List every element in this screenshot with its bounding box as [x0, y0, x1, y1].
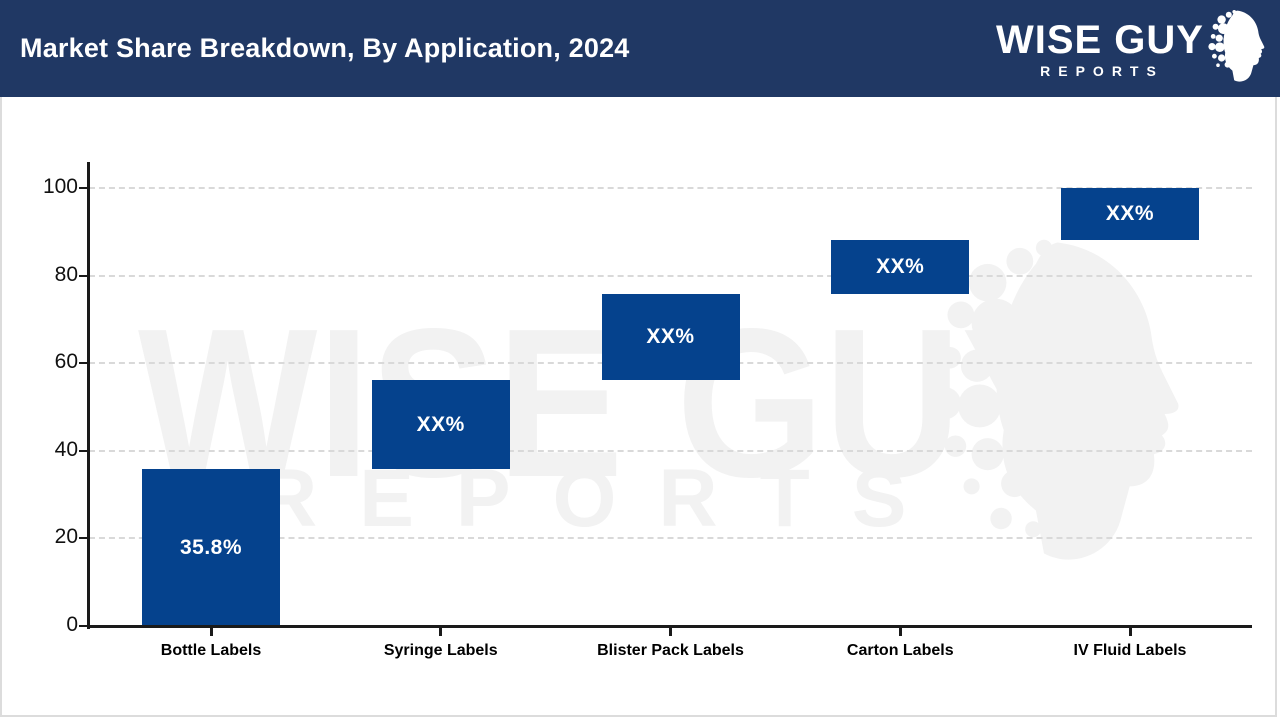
x-axis-line: [87, 625, 1252, 628]
y-tick-mark: [79, 274, 87, 277]
logo-subtext: REPORTS: [1040, 62, 1164, 79]
y-tick-mark: [79, 537, 87, 540]
x-category-label: Blister Pack Labels: [597, 642, 744, 659]
x-tick-mark: [439, 628, 443, 636]
logo-wordmark: WISE GUY: [995, 17, 1204, 62]
bar-bottle-labels: 35.8%: [142, 469, 280, 626]
bar-value-label: 35.8%: [179, 535, 243, 559]
header-bar: Market Share Breakdown, By Application, …: [0, 0, 1280, 97]
bar-carton-labels: XX%: [831, 239, 970, 294]
bar-blister-pack-labels: XX%: [601, 293, 740, 380]
y-tick-label: 80: [54, 262, 78, 286]
y-tick-label: 60: [54, 350, 78, 374]
bar-value-label: XX%: [1105, 201, 1155, 225]
x-tick-mark: [898, 628, 902, 636]
y-tick-mark: [79, 449, 87, 452]
y-tick-mark: [79, 187, 87, 189]
y-tick-label: 0: [66, 613, 78, 636]
y-tick-mark: [79, 625, 87, 627]
bar-value-label: XX%: [876, 254, 925, 278]
x-category-label: Carton Labels: [846, 642, 954, 659]
gridline-100: [89, 187, 1252, 189]
bar-value-label: XX%: [646, 324, 695, 348]
brand-logo: WISE GUY REPORTS: [996, 7, 1280, 91]
bar-value-label: XX%: [416, 412, 465, 436]
y-tick-label: 40: [54, 437, 78, 461]
bar-syringe-labels: XX%: [371, 379, 510, 470]
y-tick-mark: [79, 362, 87, 365]
x-category-label: IV Fluid Labels: [1073, 642, 1187, 659]
gridline-40: [89, 449, 1252, 452]
bar-iv-fluid-labels: XX%: [1061, 188, 1199, 240]
gridline-80: [89, 274, 1252, 277]
logo-text: WISE GUY REPORTS: [996, 20, 1204, 78]
y-tick-label: 100: [42, 175, 78, 198]
y-axis-line: [87, 162, 90, 629]
watermark-subtext: REPORTS: [258, 453, 949, 544]
gridline-20: [89, 537, 1252, 540]
page-title: Market Share Breakdown, By Application, …: [20, 33, 630, 63]
x-category-label: Bottle Labels: [160, 642, 262, 659]
y-tick-label: 20: [54, 525, 78, 549]
logo-face-icon: [1208, 9, 1265, 82]
x-tick-mark: [209, 628, 213, 636]
x-tick-mark: [669, 628, 672, 636]
x-tick-mark: [1128, 628, 1132, 636]
x-category-label: Syringe Labels: [383, 642, 498, 659]
